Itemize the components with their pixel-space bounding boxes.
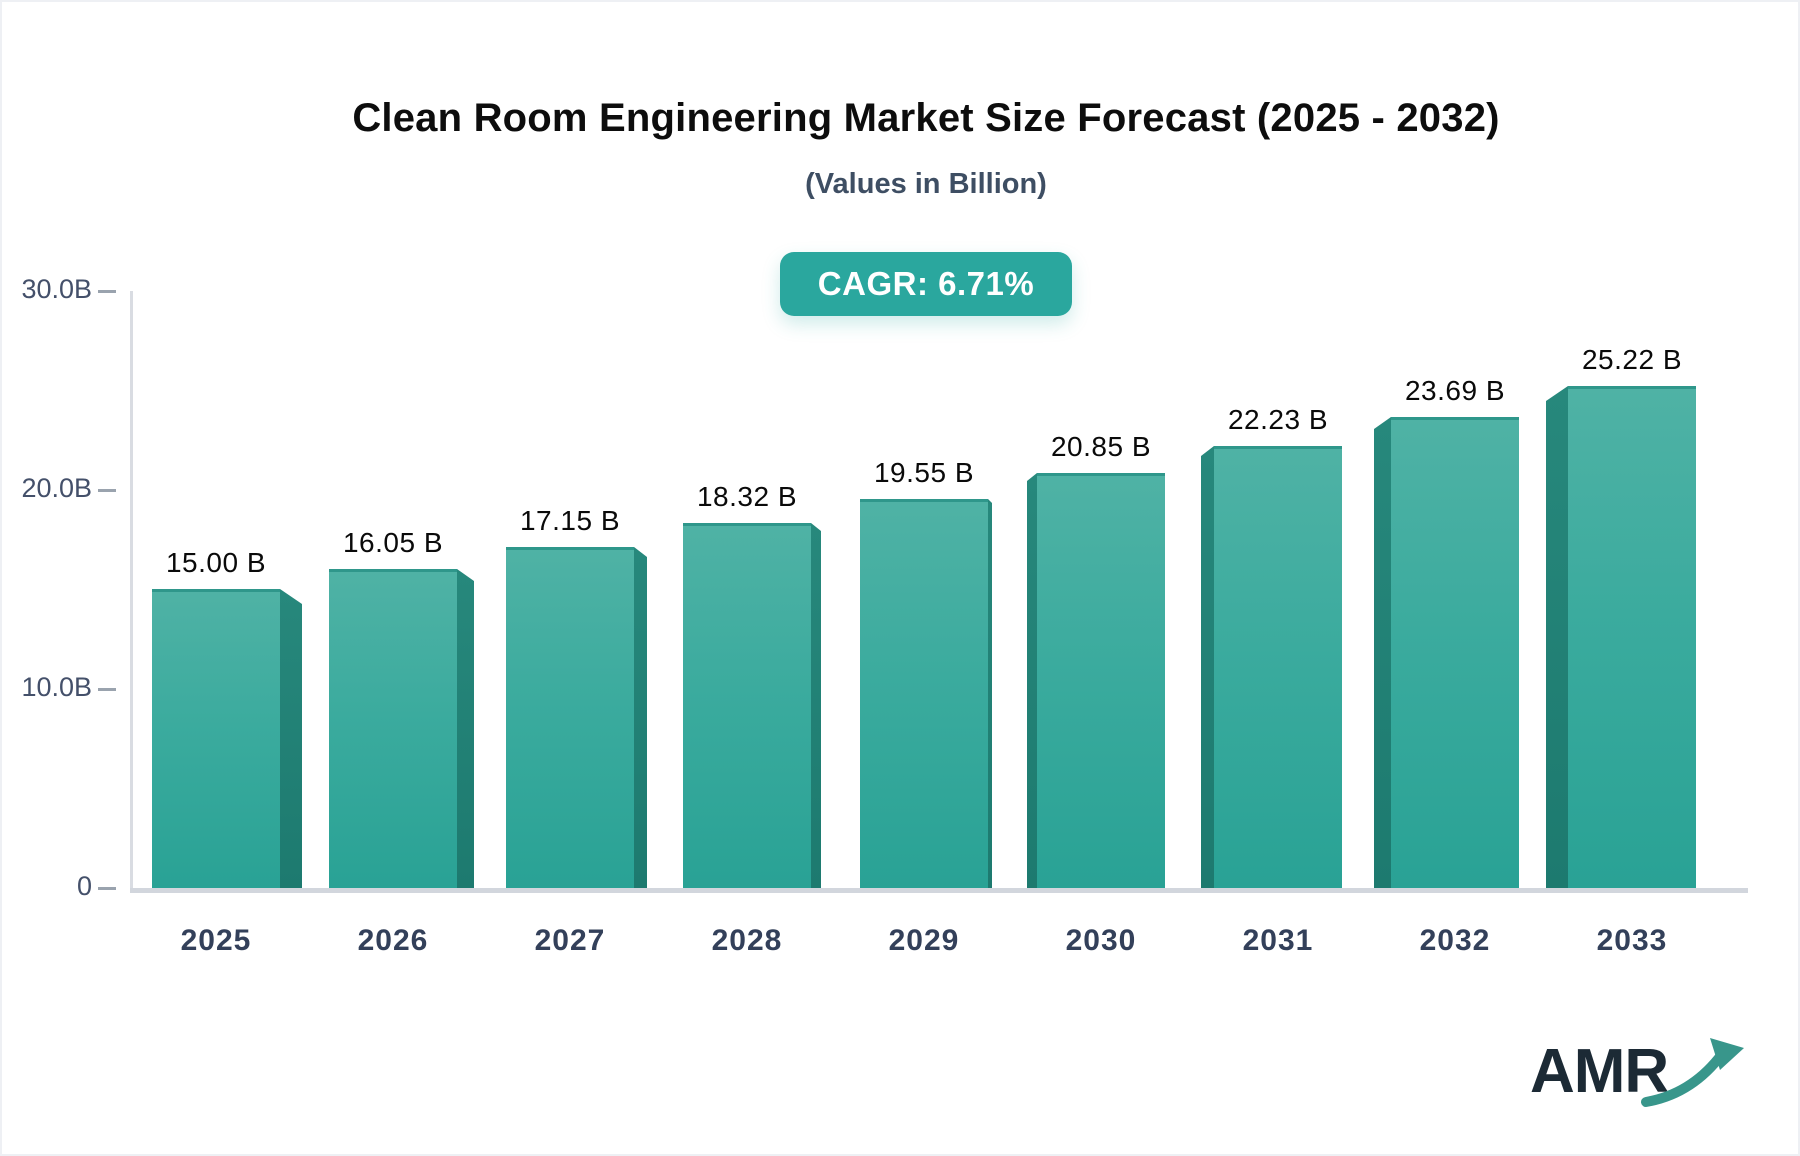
- bar-2031: [1214, 446, 1342, 888]
- y-axis-line: [130, 291, 133, 889]
- y-axis-tick-label: 20.0B: [21, 473, 92, 503]
- x-axis-label-2032: 2032: [1419, 924, 1491, 957]
- bar-value-label: 15.00 B: [165, 547, 267, 578]
- bar-2029: [860, 499, 988, 888]
- x-axis-label-2029: 2029: [888, 924, 960, 957]
- x-axis-label-2027: 2027: [534, 924, 606, 957]
- cagr-badge: CAGR: 6.71%: [779, 252, 1073, 316]
- bar-side-2030: [1027, 473, 1037, 888]
- chart-subtitle: (Values in Billion): [805, 168, 1047, 200]
- y-axis-tick-mark: [98, 887, 116, 890]
- bar-side-2028: [811, 523, 821, 888]
- amr-logo-text: AMR: [1530, 1037, 1669, 1106]
- x-axis-label-2028: 2028: [711, 924, 783, 957]
- x-axis-label-2025: 2025: [180, 924, 252, 957]
- x-axis-line: [130, 888, 1748, 893]
- bar-side-2033: [1546, 386, 1568, 888]
- bar-side-2032: [1374, 417, 1391, 888]
- bar-2027: [506, 547, 634, 888]
- bar-value-label: 17.15 B: [519, 505, 621, 536]
- bar-value-label: 18.32 B: [696, 481, 798, 512]
- bar-2032: [1391, 417, 1519, 888]
- bar-side-2029: [988, 499, 992, 888]
- bar-2033: [1568, 386, 1696, 888]
- bar-value-label: 19.55 B: [873, 457, 975, 488]
- bar-value-label: 20.85 B: [1050, 431, 1152, 462]
- bar-2026: [329, 569, 457, 888]
- bar-2025: [152, 589, 280, 888]
- bar-side-2031: [1201, 446, 1214, 888]
- y-axis-tick-label: 0: [76, 871, 92, 901]
- bar-side-2025: [280, 589, 302, 888]
- x-axis-label-2030: 2030: [1065, 924, 1137, 957]
- y-axis-tick-label: 30.0B: [21, 274, 92, 304]
- bar-2030: [1037, 473, 1165, 888]
- bar-value-label: 25.22 B: [1581, 344, 1683, 375]
- y-axis-tick-label: 10.0B: [21, 672, 92, 702]
- cagr-badge-wrap: CAGR: 6.71%: [50, 252, 1798, 316]
- y-axis-tick-mark: [98, 290, 116, 293]
- bar-side-2026: [457, 569, 474, 888]
- bar-side-2027: [634, 547, 647, 888]
- amr-logo: AMR: [1502, 1032, 1744, 1122]
- x-axis-label-2033: 2033: [1596, 924, 1668, 957]
- bar-2028: [683, 523, 811, 888]
- bar-value-label: 16.05 B: [342, 527, 444, 558]
- growth-arrow-icon: [1641, 1038, 1744, 1107]
- bar-value-label: 23.69 B: [1404, 375, 1506, 406]
- x-axis-label-2026: 2026: [357, 924, 429, 957]
- x-axis-label-2031: 2031: [1242, 924, 1314, 957]
- y-axis-tick-mark: [98, 688, 116, 691]
- y-axis-tick-mark: [98, 489, 116, 492]
- bar-value-label: 22.23 B: [1227, 404, 1329, 435]
- chart-title: Clean Room Engineering Market Size Forec…: [352, 96, 1500, 140]
